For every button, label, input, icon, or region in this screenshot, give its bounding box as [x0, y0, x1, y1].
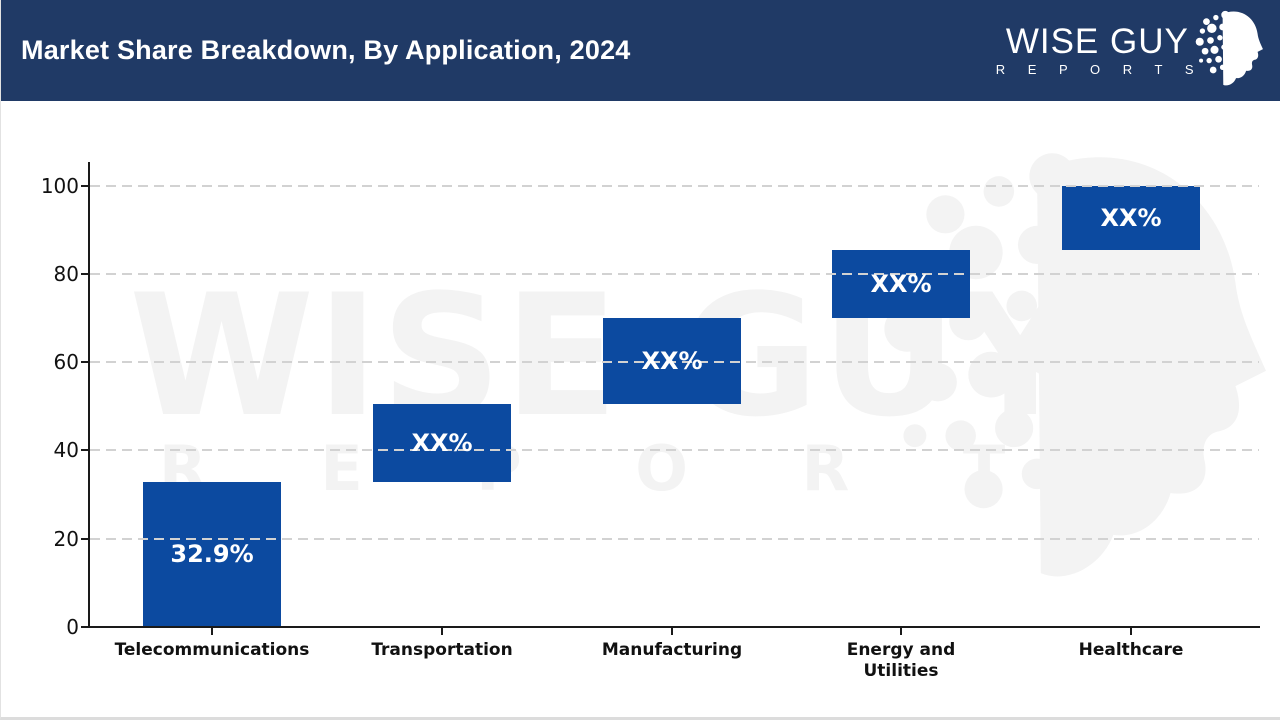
x-tick-mark [900, 628, 902, 635]
y-axis-line [88, 162, 90, 628]
x-axis-label: Manufacturing [601, 640, 743, 660]
logo-head-icon [1195, 10, 1263, 86]
x-tick-mark [671, 628, 673, 635]
y-tick-mark [81, 537, 89, 540]
x-axis-label: Energy and Utilities [846, 640, 956, 681]
logo-wordmark-block: WISE GUY R E P O R T S [992, 22, 1203, 78]
x-axis-label: Transportation [371, 640, 513, 660]
logo-reports-text: R E P O R T S [995, 62, 1203, 77]
wiseguy-logo: WISE GUY R E P O R T S [992, 10, 1267, 89]
gridline [90, 537, 1259, 540]
bar [1062, 185, 1200, 250]
x-axis-line [88, 626, 1260, 628]
y-tick-label: 100 [40, 173, 79, 198]
x-axis-label: Healthcare [1078, 640, 1184, 660]
x-axis-label: Telecommunications [114, 640, 310, 660]
x-tick-mark [1130, 628, 1132, 635]
bar-value-label: XX% [411, 429, 473, 458]
bar-value-label: 32.9% [170, 540, 254, 569]
x-tick-mark [441, 628, 443, 635]
y-tick-mark [81, 184, 89, 187]
y-tick-label: 60 [53, 350, 79, 375]
chart-title: Market Share Breakdown, By Application, … [21, 35, 631, 65]
y-tick-label: 80 [53, 261, 79, 286]
y-tick-mark [81, 449, 89, 452]
bar-value-label: XX% [641, 347, 703, 376]
gridline [90, 449, 1259, 452]
bar [143, 481, 281, 627]
y-tick-label: 20 [53, 526, 79, 551]
bar-value-label: XX% [870, 269, 932, 298]
logo-wordmark: WISE GUY [1005, 22, 1189, 61]
x-tick-mark [211, 628, 213, 635]
y-tick-mark [81, 361, 89, 364]
gridline [90, 361, 1259, 364]
gridline [90, 272, 1259, 275]
bar [832, 249, 970, 318]
bar-value-label: XX% [1100, 203, 1162, 232]
y-tick-label: 40 [53, 438, 79, 463]
header-bar: Market Share Breakdown, By Application, … [1, 0, 1280, 101]
gridline [90, 184, 1259, 187]
y-tick-mark [81, 272, 89, 275]
y-tick-label: 0 [66, 615, 79, 639]
bar [373, 404, 511, 482]
y-tick-mark [81, 626, 89, 628]
